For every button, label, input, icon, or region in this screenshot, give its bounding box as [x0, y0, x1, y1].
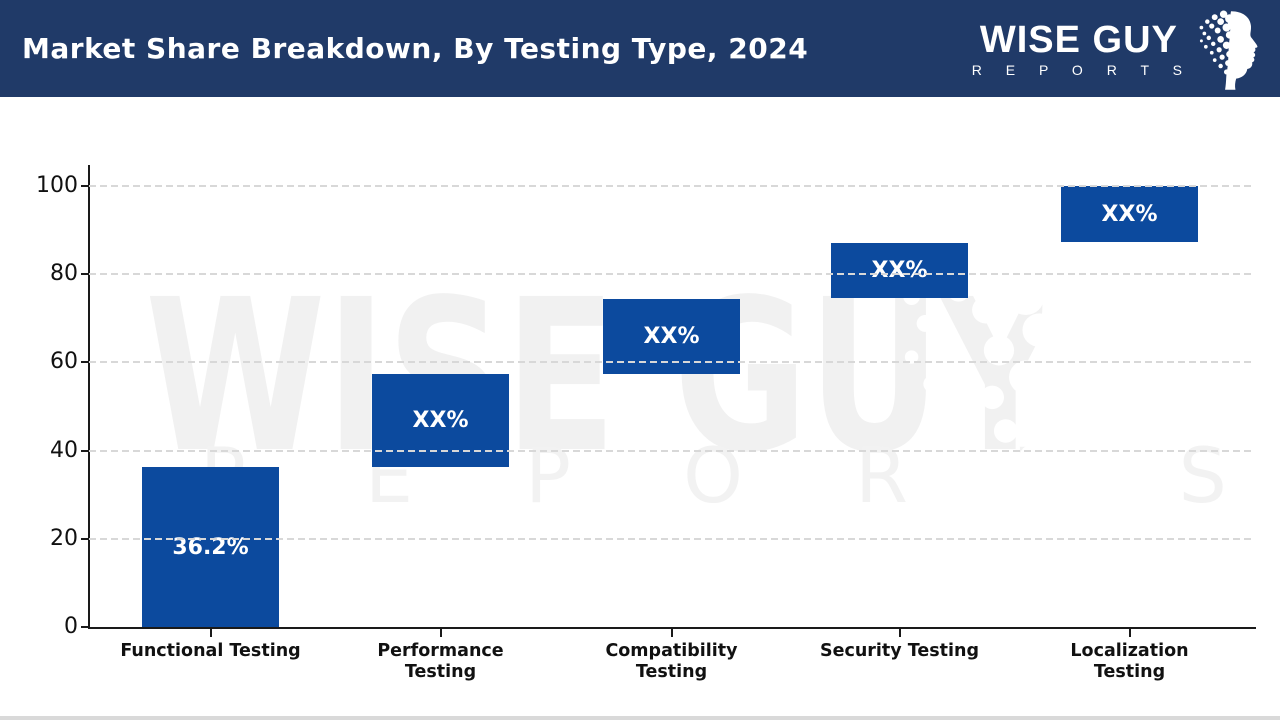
x-tick-mark: [1128, 629, 1131, 637]
x-axis-label: Performance Testing: [377, 641, 504, 682]
bar: 36.2%: [142, 467, 279, 627]
y-tick-mark: [81, 185, 89, 187]
y-tick-mark: [81, 626, 89, 628]
bar-value-label: XX%: [1101, 201, 1158, 227]
bottom-border-strip: [0, 716, 1280, 720]
y-tick-label: 0: [64, 614, 78, 639]
x-tick-mark: [209, 629, 212, 637]
bar: XX%: [372, 373, 509, 468]
y-tick-label: 80: [50, 261, 78, 287]
bar: XX%: [603, 298, 740, 374]
gridline: [89, 185, 1255, 187]
gridline: [89, 537, 1255, 540]
waterfall-chart: 0 20 40 60 80 100 36.2% Functional Testing XX% Pe…: [0, 97, 1280, 720]
bar-value-label: XX%: [871, 258, 928, 284]
y-tick-mark: [81, 537, 89, 540]
x-axis-label: Functional Testing: [120, 641, 301, 661]
y-tick-label: 20: [50, 525, 78, 551]
gridline: [89, 361, 1255, 364]
header-bar: Market Share Breakdown, By Testing Type,…: [0, 0, 1280, 97]
y-tick-label: 100: [36, 173, 78, 198]
y-tick-mark: [81, 361, 89, 364]
gridline: [89, 449, 1255, 452]
gridline: [89, 273, 1255, 276]
x-axis-label: Security Testing: [819, 641, 980, 661]
x-tick-mark: [439, 629, 442, 637]
x-axis-label: Localization Testing: [1070, 641, 1189, 682]
logo-subtitle: R E P O R T S: [971, 61, 1192, 78]
y-tick-label: 60: [50, 349, 78, 375]
bar-value-label: XX%: [412, 408, 469, 434]
x-axis-line: [88, 627, 1256, 629]
bar: XX%: [1061, 186, 1198, 242]
logo-wordmark: WISE GUY: [979, 18, 1178, 61]
logo-text: WISE GUY R E P O R T S: [966, 21, 1192, 78]
bar: XX%: [831, 242, 968, 299]
wise-guy-logo: WISE GUY R E P O R T S: [966, 6, 1268, 92]
dotted-head-icon: [1199, 10, 1258, 90]
y-tick-mark: [81, 449, 89, 452]
y-axis-line: [88, 165, 90, 629]
x-tick-mark: [898, 629, 901, 637]
bar-value-label: XX%: [643, 323, 700, 349]
x-axis-label: Compatibility Testing: [605, 641, 738, 682]
page-title: Market Share Breakdown, By Testing Type,…: [22, 32, 809, 65]
y-tick-mark: [81, 273, 89, 276]
y-tick-label: 40: [50, 437, 78, 463]
watermark-wordmark: WISE GUY: [145, 254, 1060, 499]
x-tick-mark: [670, 629, 673, 637]
